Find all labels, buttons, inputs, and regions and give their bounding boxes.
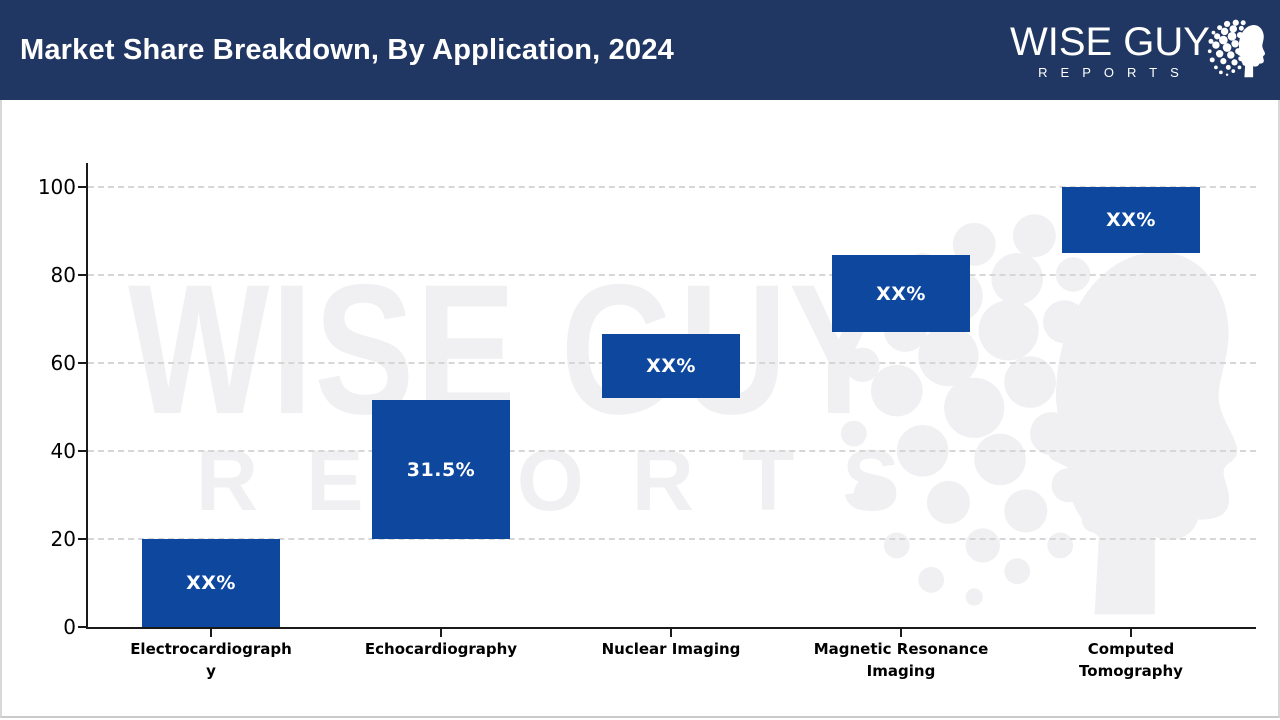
y-axis-tick xyxy=(78,274,87,276)
y-axis-tick-label: 20 xyxy=(50,527,76,551)
y-axis-tick-label: 80 xyxy=(50,263,76,287)
x-axis-category-label: Echocardiography xyxy=(364,640,518,658)
x-axis-tick xyxy=(900,629,902,637)
gridline xyxy=(88,186,1256,188)
gridline xyxy=(88,274,1256,276)
bar-value-label: XX% xyxy=(646,355,696,378)
gridline xyxy=(88,538,1256,540)
bar-segment: XX% xyxy=(142,539,280,627)
y-axis-tick xyxy=(78,538,87,540)
x-axis-tick xyxy=(670,629,672,637)
x-axis-category-label: Nuclear Imaging xyxy=(601,640,741,658)
y-axis-tick xyxy=(78,186,87,188)
y-axis-tick xyxy=(78,626,87,628)
bar-value-label: 31.5% xyxy=(406,458,476,481)
bar-segment: XX% xyxy=(1062,187,1200,253)
x-axis-category-label: Magnetic Resonance Imaging xyxy=(813,640,989,680)
bar-segment: XX% xyxy=(602,334,740,399)
y-axis-tick-label: 0 xyxy=(63,615,76,639)
logo-wordmark: WISE GUY xyxy=(1009,19,1210,64)
y-axis-tick-label: 100 xyxy=(37,175,76,199)
header-bar: Market Share Breakdown, By Application, … xyxy=(0,0,1280,100)
y-axis-tick-label: 60 xyxy=(50,351,76,375)
wiseguy-logo: WISE GUY REPORTS xyxy=(1010,0,1268,100)
bar-value-label: XX% xyxy=(876,282,926,305)
y-axis-tick-label: 40 xyxy=(50,439,76,463)
x-axis-category-label: Electrocardiograph y xyxy=(130,640,292,680)
logo-text: WISE GUY REPORTS xyxy=(1010,22,1210,79)
x-axis-tick xyxy=(210,629,212,637)
bar-value-label: XX% xyxy=(1106,209,1156,231)
gridline xyxy=(88,450,1256,452)
x-axis-line xyxy=(86,627,1256,629)
chart-title: Market Share Breakdown, By Application, … xyxy=(20,33,674,66)
y-axis-line xyxy=(86,163,88,629)
y-axis-tick xyxy=(78,362,87,364)
y-axis-tick xyxy=(78,450,87,452)
x-axis-category-label: Computed Tomography xyxy=(1079,640,1183,680)
logo-subtitle: REPORTS xyxy=(1038,64,1192,80)
logo-head-icon xyxy=(1207,19,1265,78)
bar-segment: 31.5% xyxy=(372,400,510,539)
x-axis-tick xyxy=(440,629,442,637)
bar-value-label: XX% xyxy=(186,572,236,594)
x-axis-tick xyxy=(1130,629,1132,637)
bar-segment: XX% xyxy=(832,255,970,333)
